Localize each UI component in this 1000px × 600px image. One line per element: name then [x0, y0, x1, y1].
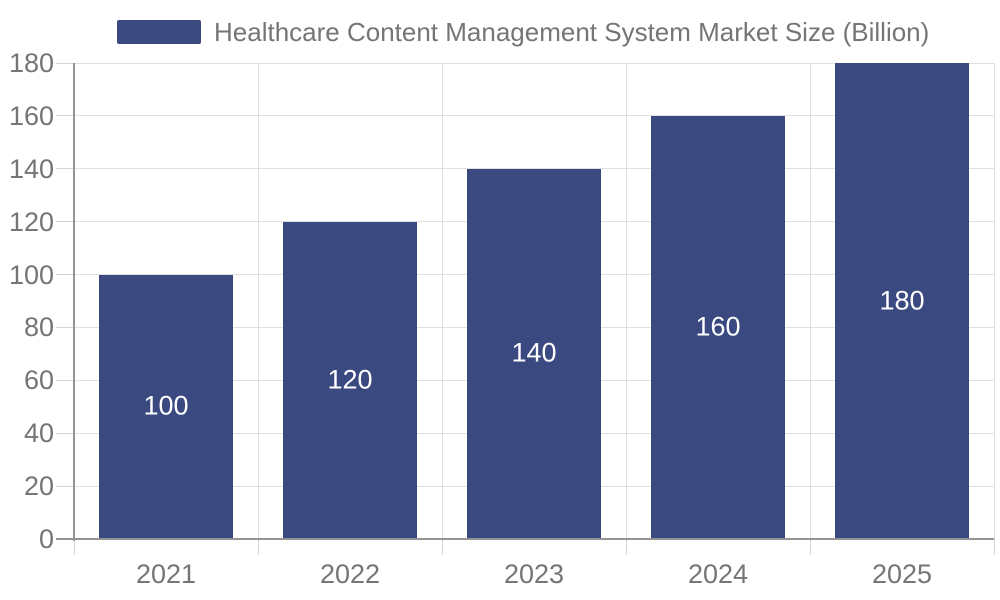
- y-tick-label: 120: [8, 206, 54, 237]
- y-axis-tick: [56, 432, 74, 434]
- y-axis-line: [73, 63, 75, 541]
- bar-2023[interactable]: 140: [467, 168, 601, 538]
- y-axis-tick: [56, 115, 74, 117]
- bar-2022[interactable]: 120: [283, 221, 417, 538]
- x-axis-line: [56, 538, 994, 540]
- y-axis-tick: [56, 221, 74, 223]
- x-axis-tick: [73, 539, 75, 555]
- x-axis-tick: [809, 539, 811, 555]
- legend[interactable]: Healthcare Content Management System Mar…: [117, 16, 929, 48]
- x-gridline: [257, 63, 259, 539]
- x-tick-label: 2025: [871, 559, 933, 589]
- bar-2025[interactable]: 180: [835, 63, 969, 538]
- y-axis-tick: [56, 168, 74, 170]
- y-axis-tick: [56, 62, 74, 64]
- y-tick-label: 100: [8, 259, 54, 290]
- x-gridline: [625, 63, 627, 539]
- y-tick-label: 160: [8, 100, 54, 131]
- y-axis-tick: [56, 485, 74, 487]
- y-tick-label: 180: [8, 48, 54, 78]
- y-gridline: [74, 62, 994, 64]
- x-tick-label: 2021: [135, 559, 197, 589]
- x-gridline: [809, 63, 811, 539]
- y-tick-label: 40: [23, 418, 54, 449]
- y-tick-label: 0: [38, 524, 54, 554]
- y-axis-tick: [56, 274, 74, 276]
- legend-swatch: [117, 20, 201, 44]
- bar-2024[interactable]: 160: [651, 115, 785, 538]
- x-tick-label: 2022: [319, 559, 381, 589]
- x-gridline: [993, 63, 995, 539]
- y-tick-label: 60: [23, 365, 54, 396]
- bar-value-label: 160: [695, 311, 741, 342]
- x-axis-tick: [441, 539, 443, 555]
- x-axis-tick: [257, 539, 259, 555]
- bar-value-label: 120: [327, 364, 373, 395]
- x-axis-tick: [625, 539, 627, 555]
- y-gridline: [74, 115, 994, 117]
- bar-value-label: 100: [143, 390, 189, 421]
- bar-value-label: 180: [879, 285, 925, 315]
- y-axis-tick: [56, 379, 74, 381]
- y-tick-label: 140: [8, 153, 54, 184]
- y-tick-label: 20: [23, 471, 54, 502]
- x-tick-label: 2023: [503, 559, 565, 589]
- bar-2021[interactable]: 100: [99, 274, 233, 538]
- y-tick-label: 80: [23, 312, 54, 343]
- x-gridline: [441, 63, 443, 539]
- y-axis-tick: [56, 326, 74, 328]
- x-axis-tick: [993, 539, 995, 555]
- legend-label: Healthcare Content Management System Mar…: [214, 16, 930, 47]
- bar-value-label: 140: [511, 337, 557, 368]
- x-tick-label: 2024: [687, 559, 749, 589]
